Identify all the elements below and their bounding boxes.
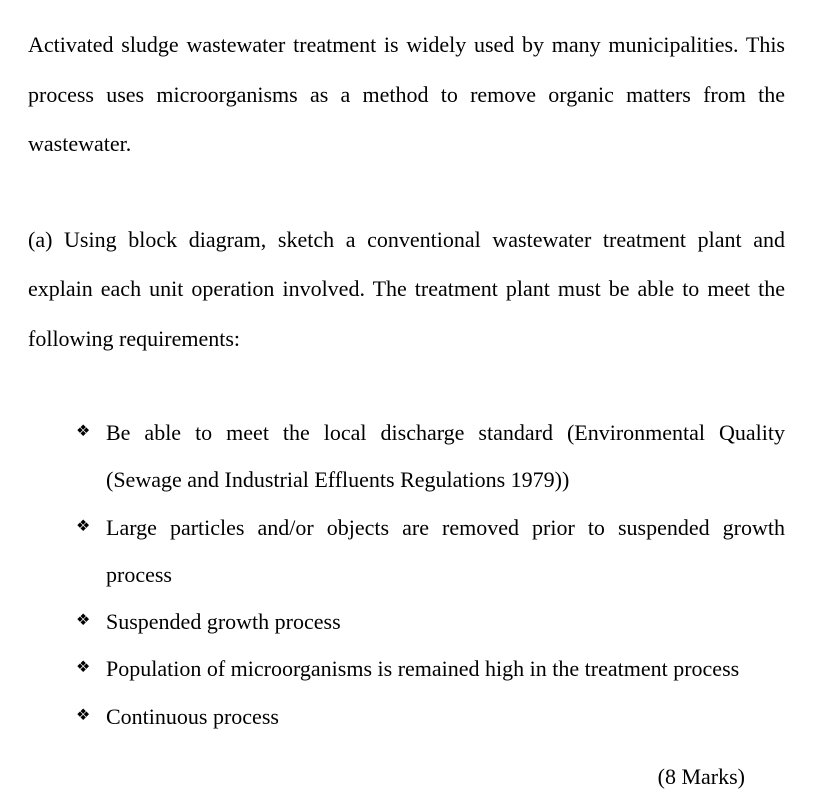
section-a-text: (a) Using block diagram, sketch a conven… xyxy=(28,215,785,364)
intro-paragraph: Activated sludge wastewater treatment is… xyxy=(28,20,785,169)
list-item: Be able to meet the local discharge stan… xyxy=(76,409,785,504)
requirement-list: Be able to meet the local discharge stan… xyxy=(28,409,785,740)
list-item: Suspended growth process xyxy=(76,598,785,645)
list-item: Population of microorganisms is remained… xyxy=(76,645,785,692)
marks-text: (8 Marks) xyxy=(28,764,785,790)
list-item: Large particles and/or objects are remov… xyxy=(76,504,785,599)
list-item: Continuous process xyxy=(76,693,785,740)
